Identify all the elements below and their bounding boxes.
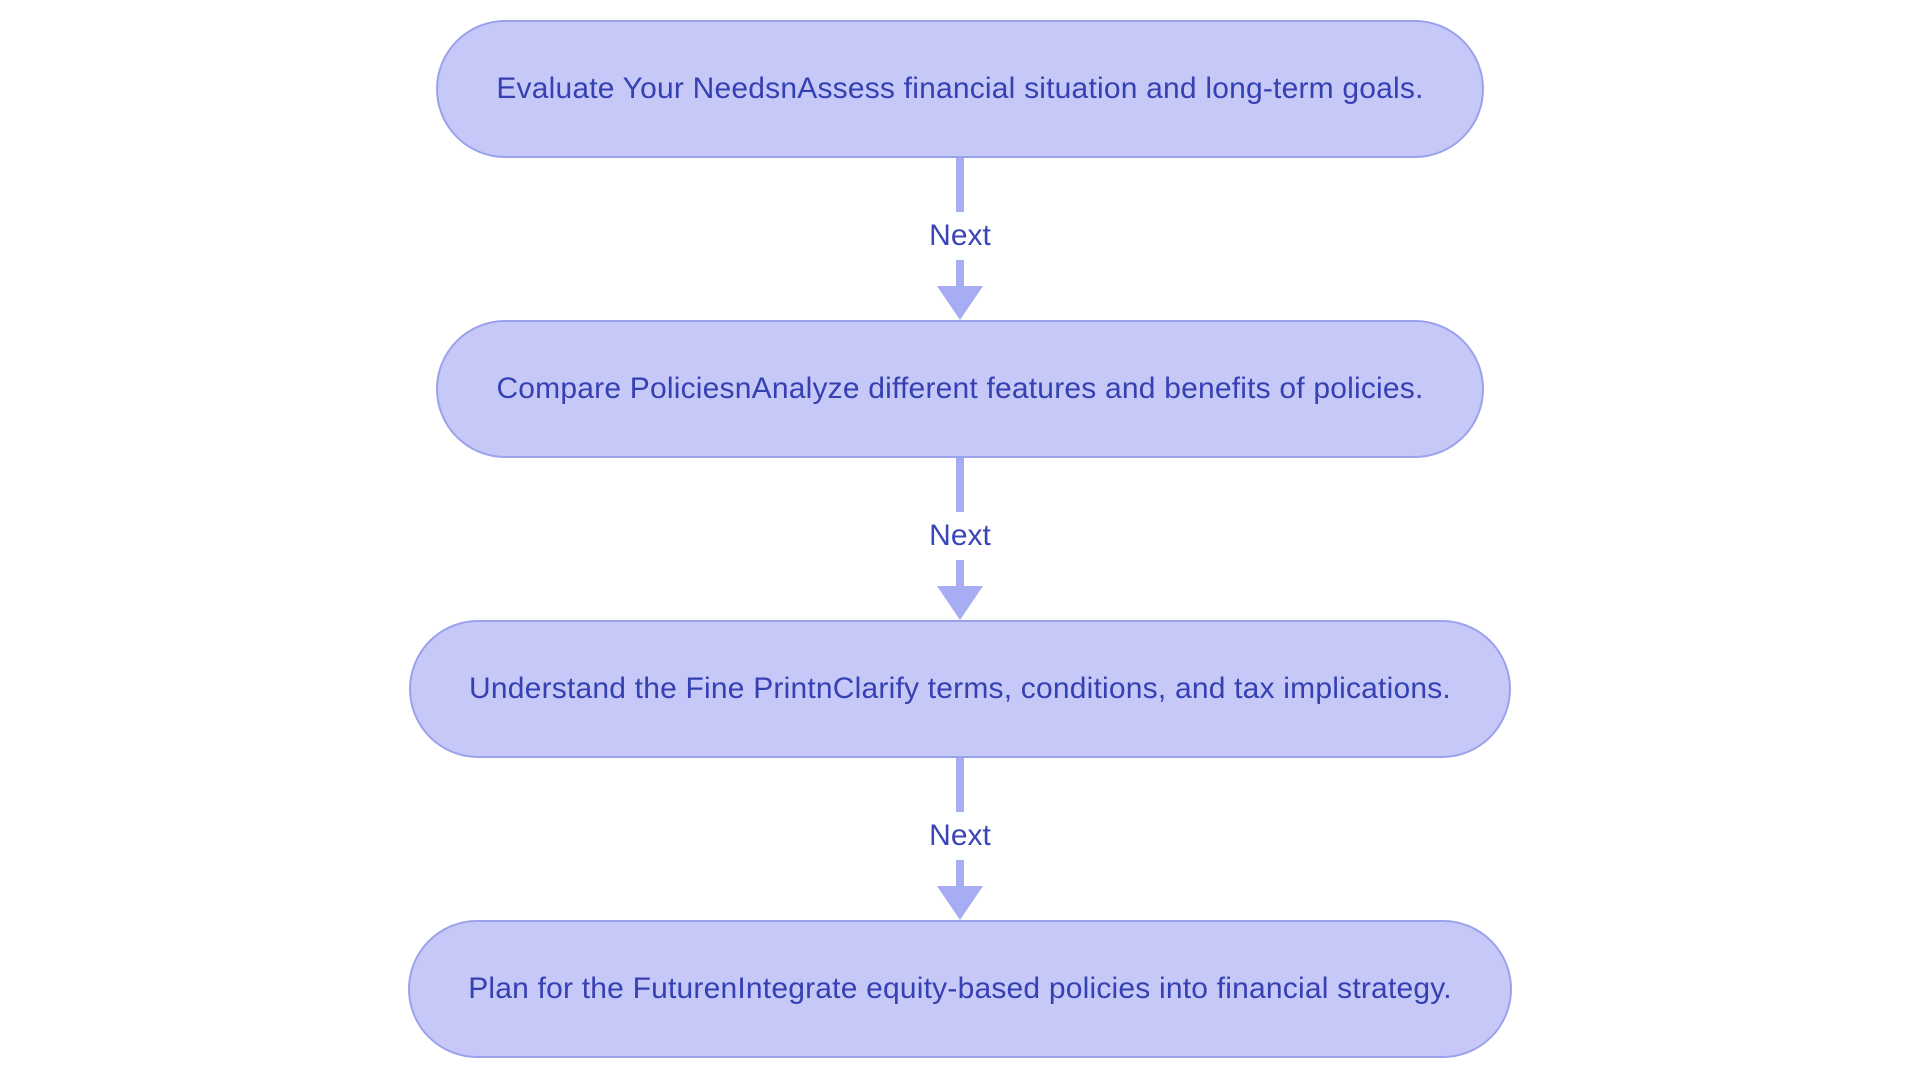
- flow-node-label: Evaluate Your NeedsnAssess financial sit…: [496, 72, 1424, 105]
- edge-label: Next: [929, 219, 991, 252]
- edge-line: [956, 458, 964, 512]
- edge-line: [956, 758, 964, 812]
- edge-line: [956, 260, 964, 286]
- flow-node-step-4: Plan for the FuturenIntegrate equity-bas…: [408, 920, 1512, 1058]
- flow-node-label: Compare PoliciesnAnalyze different featu…: [496, 372, 1424, 405]
- flow-node-label: Understand the Fine PrintnClarify terms,…: [469, 672, 1451, 705]
- edge-label: Next: [929, 519, 991, 552]
- edge-step-2-to-step-3: Next: [929, 458, 991, 620]
- arrow-down-icon: [937, 286, 983, 320]
- flow-node-step-3: Understand the Fine PrintnClarify terms,…: [409, 620, 1511, 758]
- arrow-down-icon: [937, 586, 983, 620]
- flow-node-label: Plan for the FuturenIntegrate equity-bas…: [468, 972, 1452, 1005]
- edge-line: [956, 560, 964, 586]
- flow-node-step-1: Evaluate Your NeedsnAssess financial sit…: [436, 20, 1484, 158]
- edge-line: [956, 860, 964, 886]
- flowchart: Evaluate Your NeedsnAssess financial sit…: [0, 20, 1920, 1058]
- edge-label: Next: [929, 819, 991, 852]
- edge-step-1-to-step-2: Next: [929, 158, 991, 320]
- edge-line: [956, 158, 964, 212]
- arrow-down-icon: [937, 886, 983, 920]
- edge-step-3-to-step-4: Next: [929, 758, 991, 920]
- flow-node-step-2: Compare PoliciesnAnalyze different featu…: [436, 320, 1484, 458]
